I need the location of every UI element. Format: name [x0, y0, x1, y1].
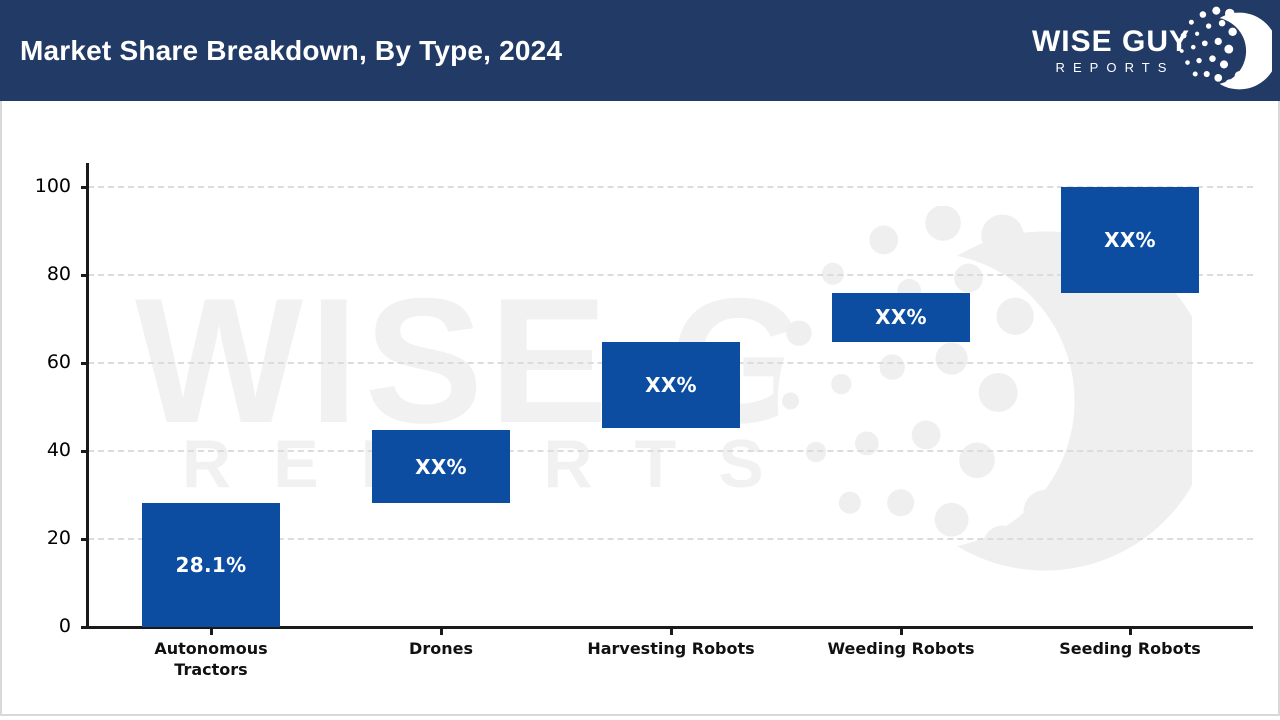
y-tick-60	[81, 362, 88, 365]
bar-harvesting-robots: XX%	[602, 341, 740, 429]
page-title: Market Share Breakdown, By Type, 2024	[20, 34, 563, 66]
bottom-divider	[0, 714, 1280, 716]
x-axis-line	[86, 626, 1253, 629]
x-tick-autonomous-tractors	[210, 628, 213, 635]
x-tick-harvesting-robots	[670, 628, 673, 635]
bar-weeding-robots: XX%	[832, 293, 970, 342]
right-edge-divider	[1278, 101, 1280, 716]
gridline-40	[88, 450, 1253, 452]
y-tick-label-100: 100	[34, 175, 71, 197]
x-tick-label-drones: Drones	[409, 639, 473, 658]
y-tick-80	[81, 274, 88, 277]
x-tick-label-seeding-robots: Seeding Robots	[1059, 639, 1201, 658]
face-dots-icon	[1178, 6, 1272, 89]
y-tick-label-0: 0	[58, 615, 71, 637]
bar-value-label: 28.1%	[175, 553, 247, 578]
bar-value-label: XX%	[875, 305, 927, 330]
y-tick-label-60: 60	[46, 351, 71, 373]
x-tick-label-harvesting-robots: Harvesting Robots	[587, 639, 755, 658]
gridline-100	[88, 186, 1253, 188]
left-edge-divider	[0, 101, 2, 716]
y-tick-0	[81, 626, 88, 629]
x-tick-drones	[440, 628, 443, 635]
brand-logo-text: WISE GUY REPORTS	[1031, 25, 1190, 75]
x-tick-label-autonomous-tractors: Autonomous Tractors	[154, 639, 268, 679]
y-tick-100	[81, 186, 88, 189]
x-tick-label-weeding-robots: Weeding Robots	[827, 639, 975, 658]
brand-name: WISE GUY	[1031, 25, 1190, 58]
header-bar: Market Share Breakdown, By Type, 2024 WI…	[0, 0, 1280, 101]
bar-seeding-robots: XX%	[1061, 187, 1199, 294]
y-tick-label-40: 40	[46, 439, 71, 461]
bar-drones: XX%	[372, 429, 510, 504]
y-tick-label-20: 20	[46, 527, 71, 549]
y-tick-40	[81, 450, 88, 453]
gridline-80	[88, 274, 1253, 276]
bar-value-label: XX%	[645, 372, 697, 397]
y-axis-line	[86, 163, 89, 629]
brand-logo: WISE GUY REPORTS	[1032, 0, 1272, 101]
brand-subname: REPORTS	[1055, 60, 1175, 75]
bar-value-label: XX%	[1104, 228, 1156, 253]
y-tick-label-80: 80	[46, 263, 71, 285]
bar-value-label: XX%	[415, 454, 467, 479]
gridline-20	[88, 538, 1253, 540]
y-tick-20	[81, 538, 88, 541]
bar-autonomous-tractors: 28.1%	[142, 503, 280, 627]
x-tick-seeding-robots	[1129, 628, 1132, 635]
x-tick-weeding-robots	[900, 628, 903, 635]
